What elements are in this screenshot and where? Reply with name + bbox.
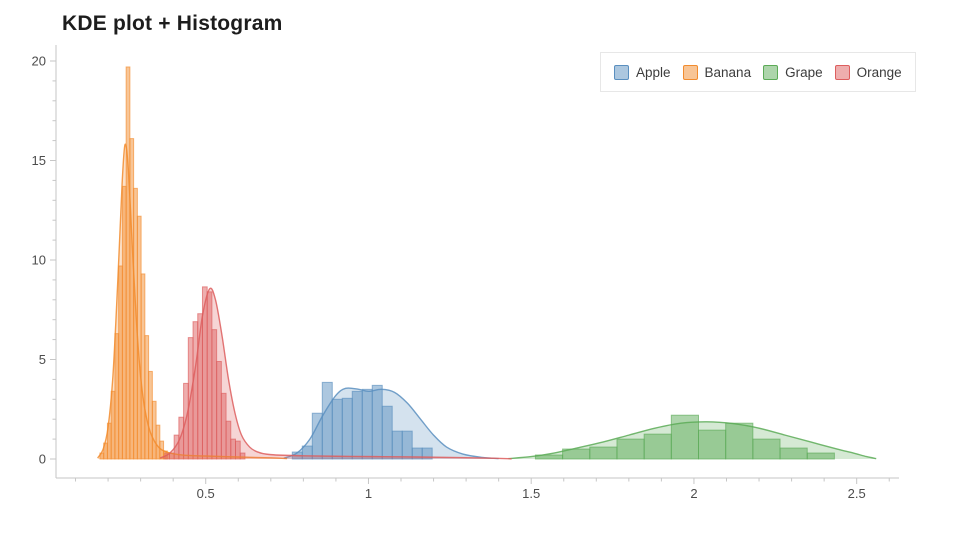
kde-line bbox=[283, 387, 499, 460]
x-tick-label: 2.5 bbox=[848, 486, 866, 501]
x-tick-label: 1 bbox=[365, 486, 372, 501]
kde-line bbox=[159, 287, 512, 460]
legend-label: Apple bbox=[636, 64, 671, 80]
series-grape-histogram[interactable] bbox=[534, 414, 835, 460]
series-apple-histogram[interactable] bbox=[291, 381, 433, 460]
legend-item-apple[interactable]: Apple bbox=[614, 64, 671, 80]
x-tick-label: 2 bbox=[690, 486, 697, 501]
kde-area bbox=[508, 421, 877, 459]
kde-line bbox=[508, 421, 877, 460]
series-grape-kde[interactable] bbox=[508, 421, 877, 460]
histogram-layer bbox=[99, 66, 835, 460]
y-tick-label: 15 bbox=[32, 153, 46, 168]
y-tick-label: 10 bbox=[32, 253, 46, 268]
y-tick-label: 5 bbox=[39, 352, 46, 367]
legend-item-banana[interactable]: Banana bbox=[682, 64, 752, 80]
kde-line bbox=[97, 143, 288, 460]
kde-area bbox=[97, 144, 288, 459]
hist-bar bbox=[401, 430, 413, 460]
legend-item-grape[interactable]: Grape bbox=[763, 64, 823, 80]
x-axis-ticks bbox=[75, 478, 890, 484]
apple-legend-swatch-icon bbox=[614, 64, 629, 80]
legend-item-orange[interactable]: Orange bbox=[834, 64, 902, 80]
x-axis-labels: 0.5 1 1.5 2 2.5 bbox=[197, 486, 866, 501]
x-tick-label: 1.5 bbox=[522, 486, 540, 501]
hist-bar bbox=[239, 452, 246, 460]
x-tick-label: 0.5 bbox=[197, 486, 215, 501]
hist-bar bbox=[235, 440, 241, 460]
hist-bar bbox=[806, 452, 835, 460]
series-orange-kde[interactable] bbox=[159, 287, 512, 460]
series-apple-kde[interactable] bbox=[283, 387, 499, 460]
series-banana-histogram[interactable] bbox=[99, 66, 168, 460]
kde-layer bbox=[97, 143, 877, 460]
grape-legend-swatch-icon bbox=[763, 64, 779, 80]
banana-legend-swatch-icon bbox=[682, 64, 698, 80]
y-axis-labels: 0 5 10 15 20 bbox=[32, 54, 46, 467]
legend-label: Grape bbox=[785, 64, 823, 80]
y-tick-label: 0 bbox=[39, 452, 46, 467]
legend: Apple Banana Grape Orange bbox=[600, 52, 916, 92]
y-tick-label: 20 bbox=[32, 54, 46, 69]
plot-area[interactable] bbox=[56, 45, 899, 478]
kde-area bbox=[160, 288, 512, 459]
legend-label: Orange bbox=[856, 64, 902, 80]
hist-bar bbox=[643, 433, 672, 460]
hist-bar bbox=[421, 447, 433, 460]
orange-legend-swatch-icon bbox=[834, 64, 850, 80]
kde-area bbox=[283, 388, 499, 459]
series-banana-kde[interactable] bbox=[97, 143, 288, 460]
chart-title: KDE plot + Histogram bbox=[62, 12, 283, 35]
y-axis-ticks bbox=[50, 60, 56, 460]
axes: 0.5 1 1.5 2 2.5 0 5 10 15 20 bbox=[32, 45, 899, 501]
hist-bar bbox=[725, 422, 754, 460]
legend-label: Banana bbox=[704, 64, 752, 80]
